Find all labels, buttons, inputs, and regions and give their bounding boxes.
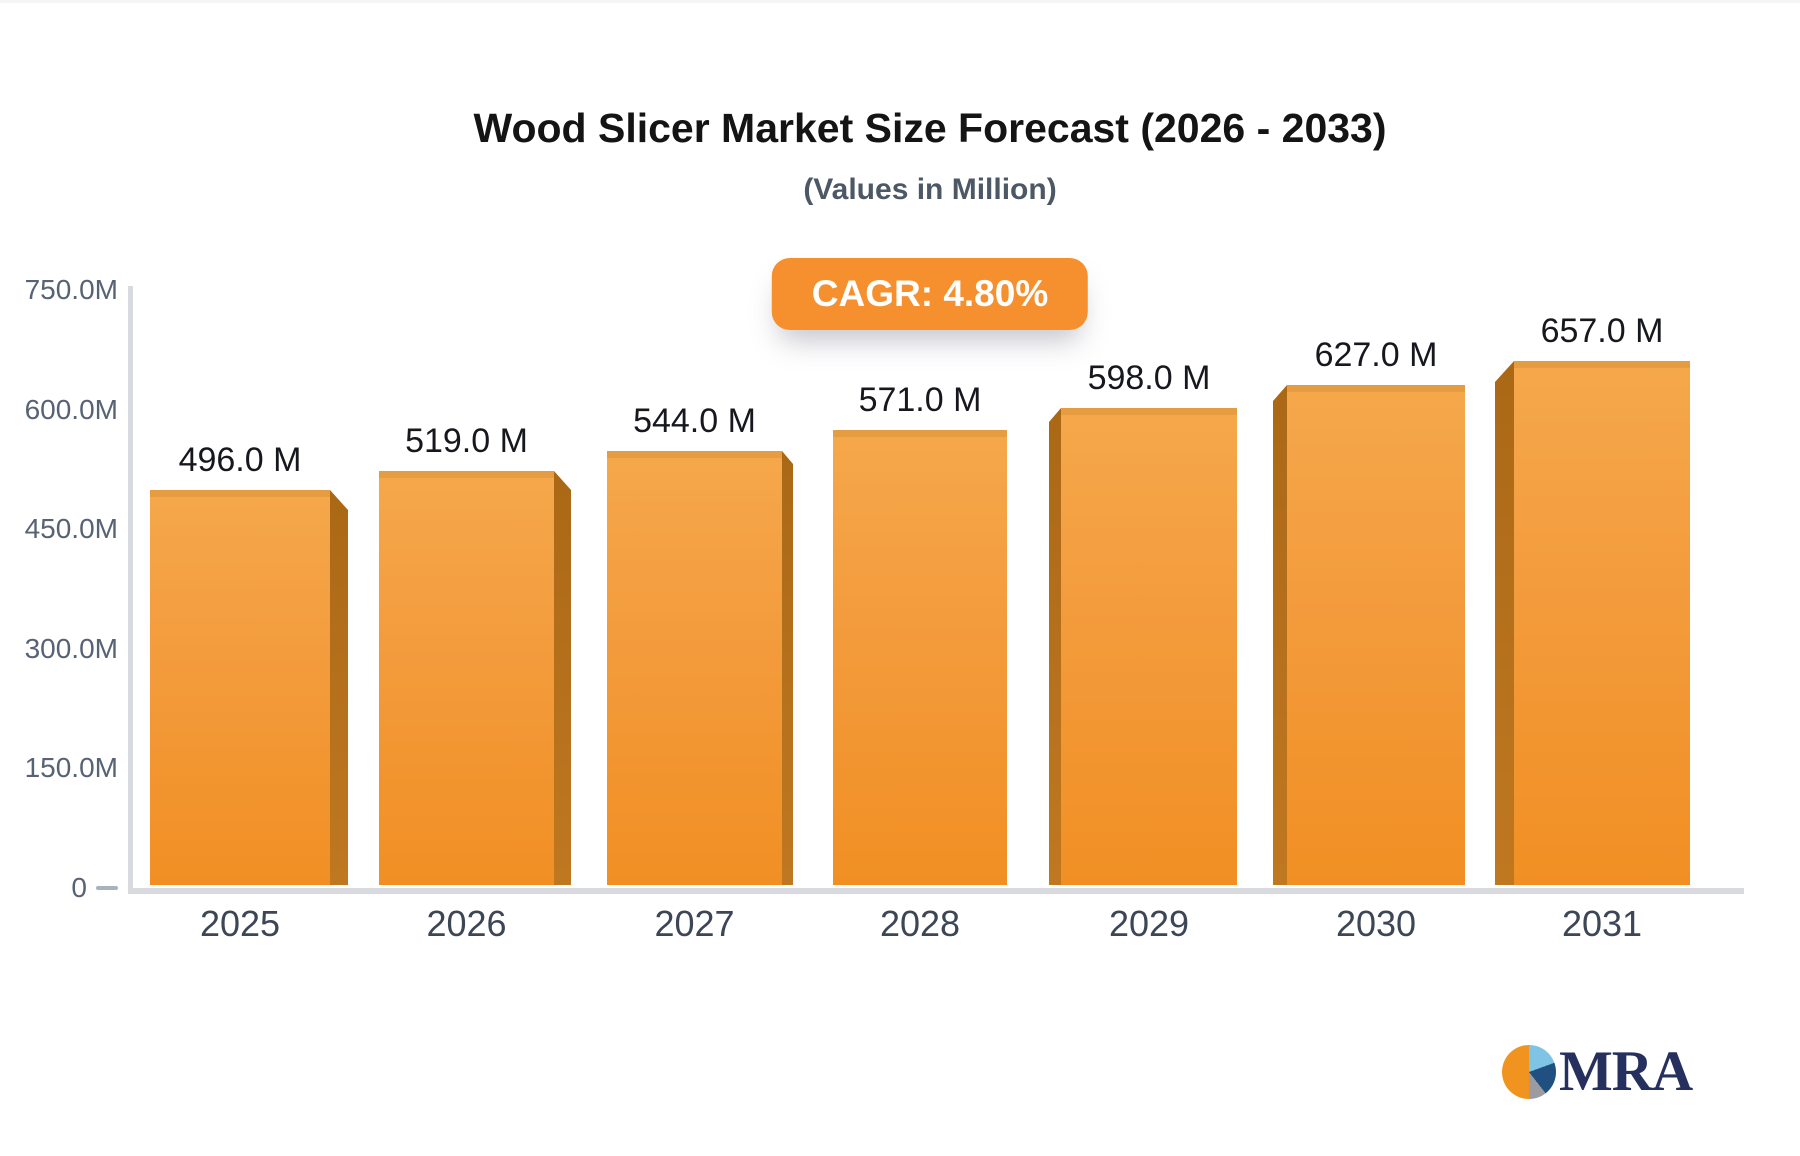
bar: 544.0 M [607,402,793,885]
bar-value-label: 544.0 M [633,401,756,440]
bar: 571.0 M [833,381,1007,885]
pie-chart-logo-icon [1502,1044,1556,1099]
bar: 598.0 M [1049,359,1237,885]
bar-front-face [1514,361,1690,885]
bar-front-face [1287,385,1465,885]
y-tick-text: 150.0M [24,752,118,783]
cagr-badge: CAGR: 4.80% [771,258,1089,330]
brand-logo: MRA [1502,1040,1693,1103]
y-tick-text: 600.0M [24,394,118,425]
x-tick-label: 2026 [426,903,507,944]
y-tick-label: 300.0M [0,629,118,669]
x-tick-label: 2029 [1108,903,1190,944]
x-tick-label: 2027 [654,903,735,944]
bar-value-label: 496.0 M [178,440,302,479]
x-axis-line [128,888,1744,894]
bar-value-label: 519.0 M [405,421,528,460]
y-tick-text: 750.0M [24,274,118,305]
y-tick-label: 600.0M [0,390,118,430]
bar-front-face [1061,408,1237,885]
bar-front-face [379,471,554,885]
chart-subtitle: (Values in Million) [803,173,1057,206]
bar-value-label: 657.0 M [1540,311,1664,350]
bar-side-face [1049,408,1061,885]
bar: 519.0 M [379,422,571,885]
x-tick-label: 2030 [1335,903,1417,944]
bar-front-face [150,490,330,885]
bar-value-label: 598.0 M [1087,358,1211,397]
y-tick-text: 450.0M [24,513,118,544]
brand-logo-text: MRA [1559,1040,1693,1103]
bar-front-face [607,451,782,885]
x-tick-label: 2028 [879,903,961,944]
bar-value-label: 627.0 M [1314,335,1438,374]
bar-side-face [330,490,348,885]
bar: 496.0 M [150,441,348,885]
y-tick-text: 300.0M [24,633,118,664]
bar-side-face [782,451,793,885]
y-tick-label: 0 [0,868,118,908]
y-tick-label: 150.0M [0,748,118,788]
bar: 657.0 M [1495,312,1690,885]
bar-value-label: 571.0 M [858,380,982,419]
zero-tick-dash [96,886,118,890]
chart-title: Wood Slicer Market Size Forecast (2026 -… [473,105,1387,151]
x-tick-label: 2025 [199,903,281,944]
bar-side-face [1495,361,1514,885]
x-tick-label: 2031 [1561,903,1643,944]
y-axis-line [128,286,133,894]
bar-side-face [1273,385,1287,885]
bar: 627.0 M [1273,336,1465,885]
bar-side-face [554,471,571,885]
bar-front-face [833,430,1007,885]
y-tick-label: 450.0M [0,509,118,549]
y-tick-text: 0 [71,872,87,903]
y-tick-label: 750.0M [0,270,118,310]
